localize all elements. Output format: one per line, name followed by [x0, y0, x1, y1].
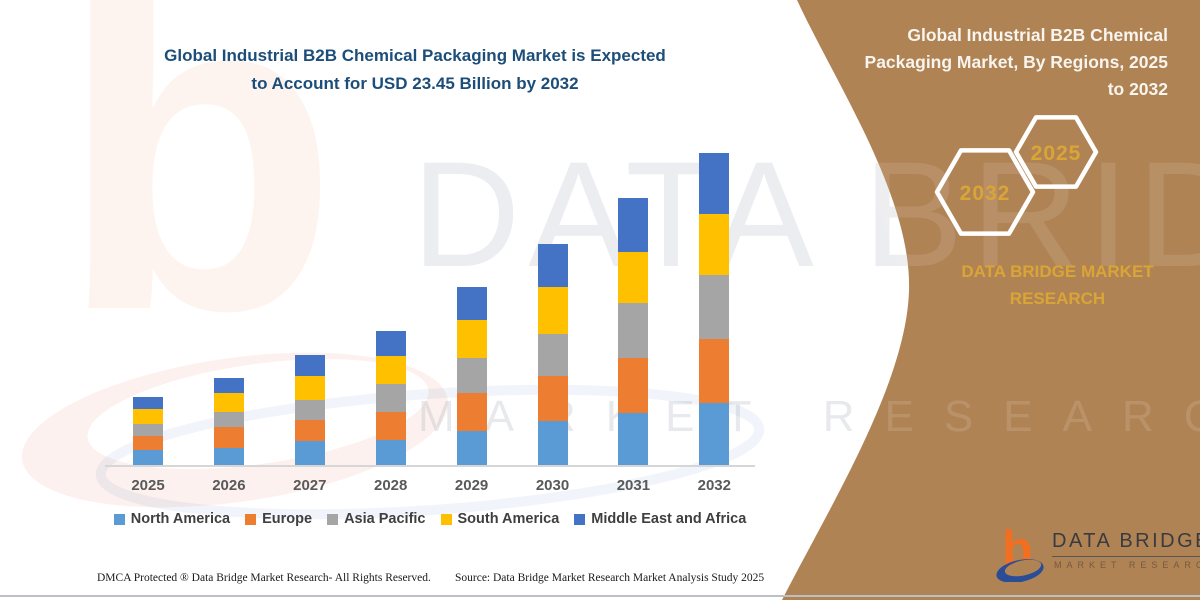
legend-swatch-north-america: [113, 513, 125, 525]
bar-2025-segment-asia-pacific: [133, 423, 163, 436]
bar-2028-segment-south-america: [375, 356, 406, 385]
bar-2030: [537, 140, 568, 465]
bar-2027: [294, 140, 325, 465]
bar-2030-segment-middle-east-and-africa: [537, 243, 568, 288]
bar-2031: [618, 140, 649, 465]
bar-2029: [456, 140, 487, 465]
legend-label-south-america: South America: [457, 511, 560, 527]
x-axis-label-2027: 2027: [293, 477, 327, 494]
legend-label-europe: Europe: [262, 511, 313, 527]
chart-title-line2: to Account for USD 23.45 Billion by 2032: [251, 74, 579, 93]
plot-area: [105, 140, 755, 467]
bar-2031-segment-europe: [618, 357, 649, 414]
x-axis-label-2026: 2026: [212, 477, 246, 494]
bar-2026-segment-asia-pacific: [213, 411, 244, 427]
source-text: Source: Data Bridge Market Research Mark…: [455, 572, 765, 584]
bar-2032-segment-europe: [699, 339, 730, 403]
bar-2030-segment-south-america: [537, 287, 568, 334]
x-axis-label-2031: 2031: [616, 477, 651, 494]
data-bridge-logo: b DATA BRIDGE MARKET RESEARCH: [994, 524, 1200, 582]
legend-swatch-middle-east-and-africa: [574, 513, 586, 525]
bar-2032-segment-north-america: [699, 402, 730, 465]
bar-2026-segment-south-america: [213, 393, 244, 412]
bar-2029-segment-south-america: [456, 320, 487, 358]
x-axis-label-2032: 2032: [697, 477, 731, 494]
legend-item-asia-pacific: Asia Pacific: [327, 511, 426, 527]
x-axis-labels: 2025 2026 2027 2028 2029 2030 2031 2032: [0, 477, 1200, 499]
bar-2028-segment-asia-pacific: [375, 384, 406, 412]
bar-2025-segment-middle-east-and-africa: [133, 397, 163, 410]
bar-2027-segment-europe: [294, 419, 325, 442]
bar-2027-segment-south-america: [294, 376, 325, 401]
bar-2026-segment-europe: [213, 426, 244, 448]
bar-2032: [699, 140, 730, 465]
hexagon-2032-icon: [934, 148, 1036, 236]
bar-2025-segment-north-america: [133, 450, 163, 465]
bar-2025-segment-south-america: [133, 409, 163, 424]
bar-2029-segment-europe: [456, 393, 487, 431]
legend-item-middle-east-and-africa: Middle East and Africa: [574, 511, 746, 527]
bar-2031-segment-north-america: [618, 413, 649, 465]
legend-label-middle-east-and-africa: Middle East and Africa: [591, 511, 747, 527]
x-axis-label-2029: 2029: [454, 477, 489, 494]
bar-2025: [133, 140, 163, 465]
chart-title-line1: Global Industrial B2B Chemical Packaging…: [164, 46, 666, 65]
bar-2030-segment-europe: [537, 376, 568, 422]
data-bridge-logo-icon: b: [996, 524, 1044, 582]
copyright-text: DMCA Protected ® Data Bridge Market Rese…: [97, 572, 431, 584]
badge-start-year: 2025: [1031, 142, 1082, 165]
bar-2028-segment-europe: [375, 411, 406, 440]
legend-swatch-south-america: [440, 513, 452, 525]
legend-item-north-america: North America: [113, 511, 231, 527]
bar-2026: [213, 140, 244, 465]
badge-end-year: 2032: [960, 182, 1011, 205]
bar-2027-segment-middle-east-and-africa: [294, 354, 325, 377]
bar-2031-segment-asia-pacific: [618, 303, 649, 358]
bar-2028-segment-north-america: [375, 439, 406, 465]
brand-caption: DATA BRIDGE MARKET RESEARCH: [950, 258, 1165, 312]
bar-2028: [375, 140, 406, 465]
chart-legend: North America Europe Asia Pacific South Ame…: [105, 511, 755, 527]
bar-2028-segment-middle-east-and-africa: [375, 331, 406, 357]
bar-2031-segment-south-america: [618, 251, 649, 304]
bar-2025-segment-europe: [133, 435, 163, 451]
x-axis-label-2028: 2028: [374, 477, 408, 494]
data-bridge-logo-text: DATA BRIDGE: [1052, 530, 1200, 557]
bar-2029-segment-north-america: [456, 430, 487, 465]
x-axis-label-2025: 2025: [131, 477, 165, 494]
bar-2030-segment-asia-pacific: [537, 333, 568, 377]
x-axis-label-2030: 2030: [535, 477, 570, 494]
legend-swatch-europe: [245, 513, 257, 525]
legend-item-south-america: South America: [440, 511, 560, 527]
bar-2026-segment-north-america: [213, 447, 244, 465]
bar-2032-segment-asia-pacific: [699, 275, 730, 340]
legend-swatch-asia-pacific: [327, 513, 339, 525]
bar-2027-segment-asia-pacific: [294, 400, 325, 420]
bar-2029-segment-middle-east-and-africa: [456, 287, 487, 321]
panel-title: Global Industrial B2B Chemical Packaging…: [864, 25, 1168, 99]
chart-title: Global Industrial B2B Chemical Packaging…: [105, 42, 725, 98]
brand-caption-line2: RESEARCH: [1009, 289, 1106, 308]
brand-caption-line1: DATA BRIDGE MARKET: [961, 262, 1154, 281]
bar-2032-segment-south-america: [699, 214, 730, 276]
bar-2029-segment-asia-pacific: [456, 357, 487, 394]
bottom-border-line: [0, 595, 1200, 597]
legend-item-europe: Europe: [245, 511, 312, 527]
bar-2027-segment-north-america: [294, 441, 325, 465]
legend-label-asia-pacific: Asia Pacific: [344, 511, 426, 527]
bar-2031-segment-middle-east-and-africa: [618, 198, 649, 252]
bar-2030-segment-north-america: [537, 421, 568, 465]
bar-2032-segment-middle-east-and-africa: [699, 153, 730, 215]
data-bridge-logo-subtext: MARKET RESEARCH: [1054, 560, 1200, 570]
legend-label-north-america: North America: [130, 511, 231, 527]
bar-2026-segment-middle-east-and-africa: [213, 377, 244, 394]
hexagon-2025-icon: [1013, 115, 1099, 189]
